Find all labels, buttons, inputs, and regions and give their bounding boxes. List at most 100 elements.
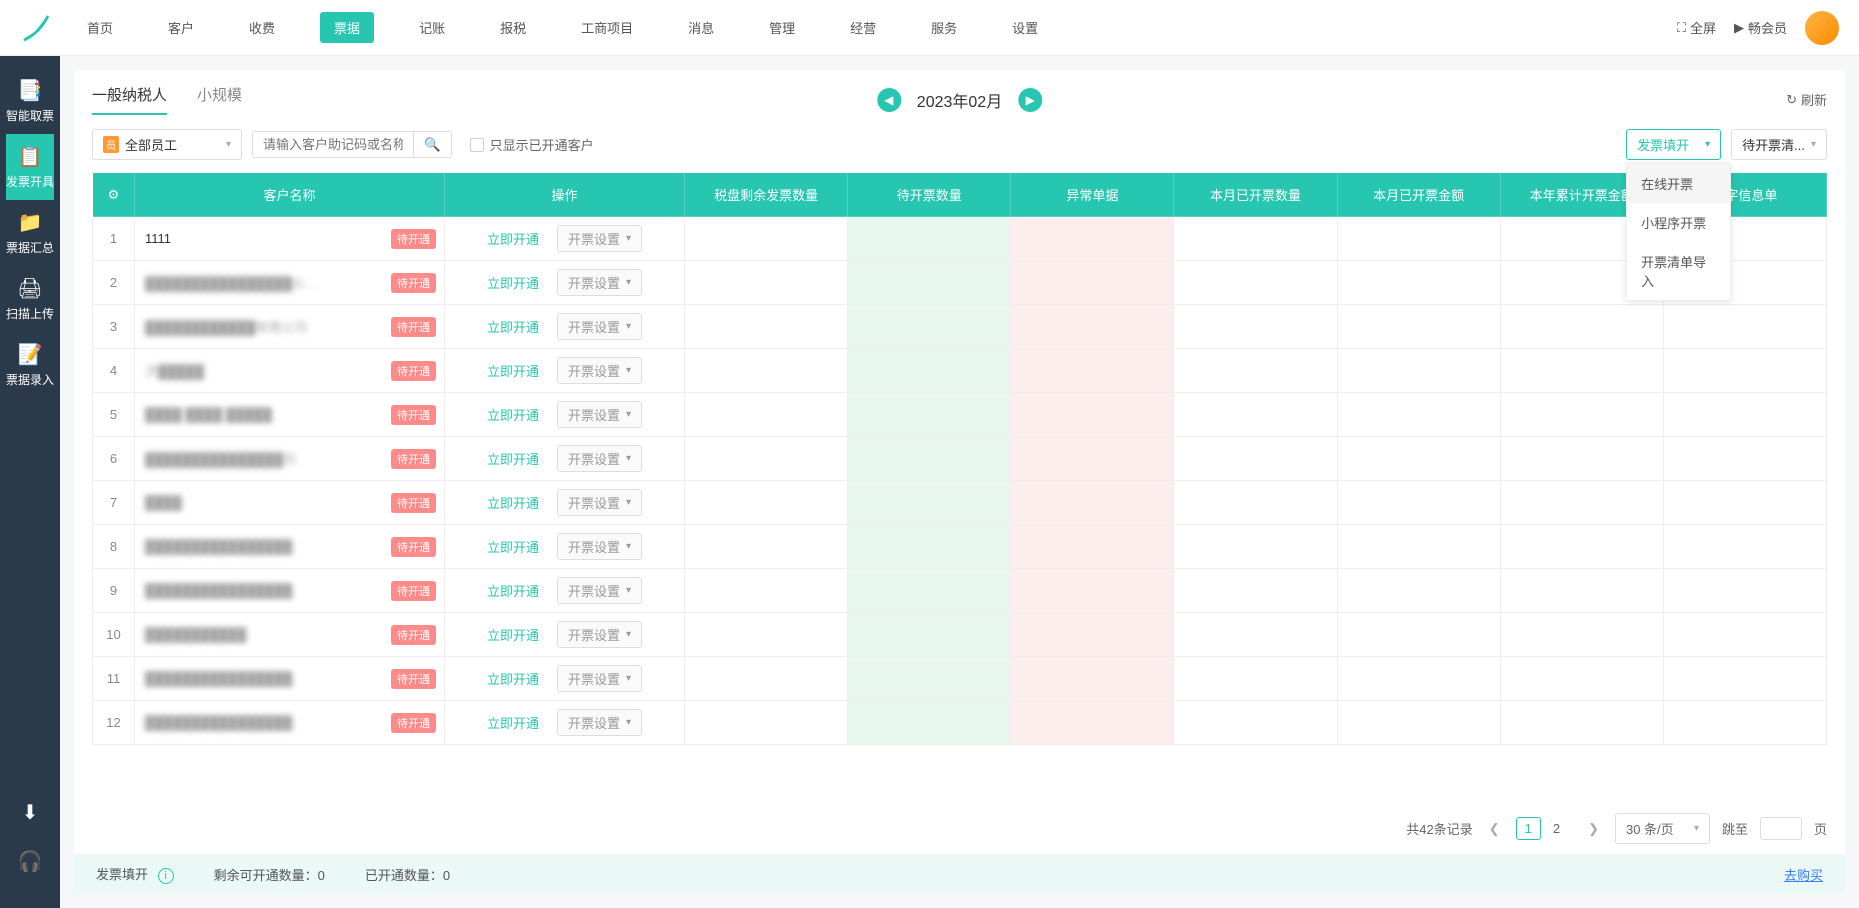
operation-cell: 立即开通 开票设置 ▾ bbox=[445, 349, 685, 393]
nav-item-1[interactable]: 客户 bbox=[158, 12, 204, 43]
data-cell bbox=[1174, 437, 1337, 481]
chevron-down-icon: ▾ bbox=[1694, 823, 1699, 834]
nav-item-0[interactable]: 首页 bbox=[77, 12, 123, 43]
only-opened-checkbox[interactable]: 只显示已开通客户 bbox=[470, 135, 594, 154]
invoice-settings-dropdown[interactable]: 开票设置 ▾ bbox=[557, 357, 642, 384]
activate-link[interactable]: 立即开通 bbox=[487, 584, 539, 599]
dropdown-item-1[interactable]: 小程序开票 bbox=[1627, 203, 1730, 242]
gear-column-header[interactable]: ⚙ bbox=[93, 173, 135, 217]
invoice-settings-dropdown[interactable]: 开票设置 ▾ bbox=[557, 313, 642, 340]
sidebar-item-4[interactable]: 📝票据录入 bbox=[6, 332, 54, 398]
buy-link[interactable]: 去购买 bbox=[1784, 865, 1823, 884]
sidebar-items: 📑智能取票📋发票开具📁票据汇总🖨扫描上传📝票据录入 bbox=[6, 68, 54, 398]
invoice-settings-dropdown[interactable]: 开票设置 ▾ bbox=[557, 269, 642, 296]
nav-item-7[interactable]: 消息 bbox=[678, 12, 724, 43]
activate-link[interactable]: 立即开通 bbox=[487, 408, 539, 423]
data-cell bbox=[1011, 305, 1174, 349]
page-next-button[interactable]: ❯ bbox=[1584, 821, 1603, 837]
invoice-settings-dropdown[interactable]: 开票设置 ▾ bbox=[557, 533, 642, 560]
per-page-select[interactable]: 30 条/页 ▾ bbox=[1615, 813, 1710, 844]
sidebar-item-1[interactable]: 📋发票开具 bbox=[6, 134, 54, 200]
nav-item-3[interactable]: 票据 bbox=[320, 12, 374, 43]
invoice-settings-dropdown[interactable]: 开票设置 ▾ bbox=[557, 489, 642, 516]
nav-item-5[interactable]: 报税 bbox=[490, 12, 536, 43]
jump-page-input[interactable] bbox=[1760, 817, 1802, 840]
data-cell bbox=[1337, 481, 1500, 525]
sidebar-icon: 📑 bbox=[6, 78, 54, 103]
date-prev-button[interactable]: ◀ bbox=[877, 88, 901, 112]
data-cell bbox=[1174, 393, 1337, 437]
sidebar-bottom: ⬇🎧 bbox=[0, 790, 60, 908]
invoice-settings-dropdown[interactable]: 开票设置 ▾ bbox=[557, 445, 642, 472]
invoice-settings-dropdown[interactable]: 开票设置 ▾ bbox=[557, 577, 642, 604]
date-next-button[interactable]: ▶ bbox=[1018, 88, 1042, 112]
sidebar-item-0[interactable]: 📑智能取票 bbox=[6, 68, 54, 134]
nav-item-6[interactable]: 工商项目 bbox=[571, 12, 643, 43]
activate-link[interactable]: 立即开通 bbox=[487, 276, 539, 291]
fullscreen-button[interactable]: ⛶ 全屏 bbox=[1677, 18, 1716, 37]
nav-item-2[interactable]: 收费 bbox=[239, 12, 285, 43]
pending-list-select[interactable]: 待开票清... ▾ bbox=[1731, 129, 1827, 160]
jump-label: 跳至 bbox=[1722, 819, 1748, 838]
data-cell bbox=[1500, 305, 1663, 349]
nav-item-11[interactable]: 设置 bbox=[1002, 12, 1048, 43]
invoice-settings-dropdown[interactable]: 开票设置 ▾ bbox=[557, 665, 642, 692]
search-icon: 🔍 bbox=[424, 137, 441, 152]
data-cell bbox=[685, 657, 848, 701]
sidebar-bottom-1[interactable]: 🎧 bbox=[0, 839, 60, 888]
avatar[interactable] bbox=[1805, 11, 1839, 45]
nav-item-10[interactable]: 服务 bbox=[921, 12, 967, 43]
tab-0[interactable]: 一般纳税人 bbox=[92, 84, 167, 115]
customer-name-cell: ████ ████ █████待开通 bbox=[135, 393, 445, 437]
activate-link[interactable]: 立即开通 bbox=[487, 496, 539, 511]
data-cell bbox=[1337, 217, 1500, 261]
info-icon[interactable]: i bbox=[158, 868, 174, 884]
invoice-settings-dropdown[interactable]: 开票设置 ▾ bbox=[557, 709, 642, 736]
column-header-0: 客户名称 bbox=[135, 173, 445, 217]
data-cell bbox=[685, 261, 848, 305]
page-prev-button[interactable]: ❮ bbox=[1485, 821, 1504, 837]
page-number-1[interactable]: 1 bbox=[1516, 817, 1541, 840]
table-row: 12████████████████待开通立即开通开票设置 ▾ bbox=[93, 701, 1827, 745]
table-wrap: ⚙客户名称操作税盘剩余发票数量待开票数量异常单据本月已开票数量本月已开票金额本年… bbox=[74, 172, 1845, 803]
chevron-down-icon: ▾ bbox=[626, 321, 631, 332]
activate-link[interactable]: 立即开通 bbox=[487, 452, 539, 467]
activate-link[interactable]: 立即开通 bbox=[487, 540, 539, 555]
nav-item-9[interactable]: 经营 bbox=[840, 12, 886, 43]
refresh-button[interactable]: ↻ 刷新 bbox=[1786, 90, 1827, 109]
data-cell bbox=[1500, 701, 1663, 745]
data-cell bbox=[1337, 701, 1500, 745]
nav-item-4[interactable]: 记账 bbox=[409, 12, 455, 43]
activate-link[interactable]: 立即开通 bbox=[487, 364, 539, 379]
sidebar-item-2[interactable]: 📁票据汇总 bbox=[6, 200, 54, 266]
tab-1[interactable]: 小规模 bbox=[197, 84, 242, 115]
nav-item-8[interactable]: 管理 bbox=[759, 12, 805, 43]
data-cell bbox=[1663, 349, 1826, 393]
page-number-2[interactable]: 2 bbox=[1545, 818, 1568, 839]
data-cell bbox=[685, 701, 848, 745]
sidebar-item-3[interactable]: 🖨扫描上传 bbox=[6, 266, 54, 332]
invoice-settings-dropdown[interactable]: 开票设置 ▾ bbox=[557, 225, 642, 252]
activate-link[interactable]: 立即开通 bbox=[487, 320, 539, 335]
data-cell bbox=[1663, 569, 1826, 613]
invoice-settings-dropdown[interactable]: 开票设置 ▾ bbox=[557, 621, 642, 648]
table-row: 2████████████████火...待开通立即开通开票设置 ▾ bbox=[93, 261, 1827, 305]
data-cell bbox=[1174, 657, 1337, 701]
activate-link[interactable]: 立即开通 bbox=[487, 672, 539, 687]
per-page-label: 30 条/页 bbox=[1626, 819, 1674, 838]
activate-link[interactable]: 立即开通 bbox=[487, 716, 539, 731]
data-cell bbox=[1663, 393, 1826, 437]
operation-cell: 立即开通 开票设置 ▾ bbox=[445, 525, 685, 569]
activate-link[interactable]: 立即开通 bbox=[487, 232, 539, 247]
sidebar-bottom-0[interactable]: ⬇ bbox=[0, 790, 60, 839]
search-button[interactable]: 🔍 bbox=[413, 132, 451, 157]
employee-select[interactable]: 员 全部员工 ▾ bbox=[92, 129, 242, 160]
customer-name-cell: ████████████████待开通 bbox=[135, 657, 445, 701]
invoice-settings-dropdown[interactable]: 开票设置 ▾ bbox=[557, 401, 642, 428]
member-button[interactable]: ▶ 畅会员 bbox=[1734, 18, 1787, 37]
invoice-fill-select[interactable]: 发票填开 ▾ bbox=[1626, 129, 1721, 160]
dropdown-item-0[interactable]: 在线开票 bbox=[1627, 164, 1730, 203]
dropdown-item-2[interactable]: 开票清单导入 bbox=[1627, 242, 1730, 300]
search-input[interactable] bbox=[253, 132, 413, 157]
activate-link[interactable]: 立即开通 bbox=[487, 628, 539, 643]
